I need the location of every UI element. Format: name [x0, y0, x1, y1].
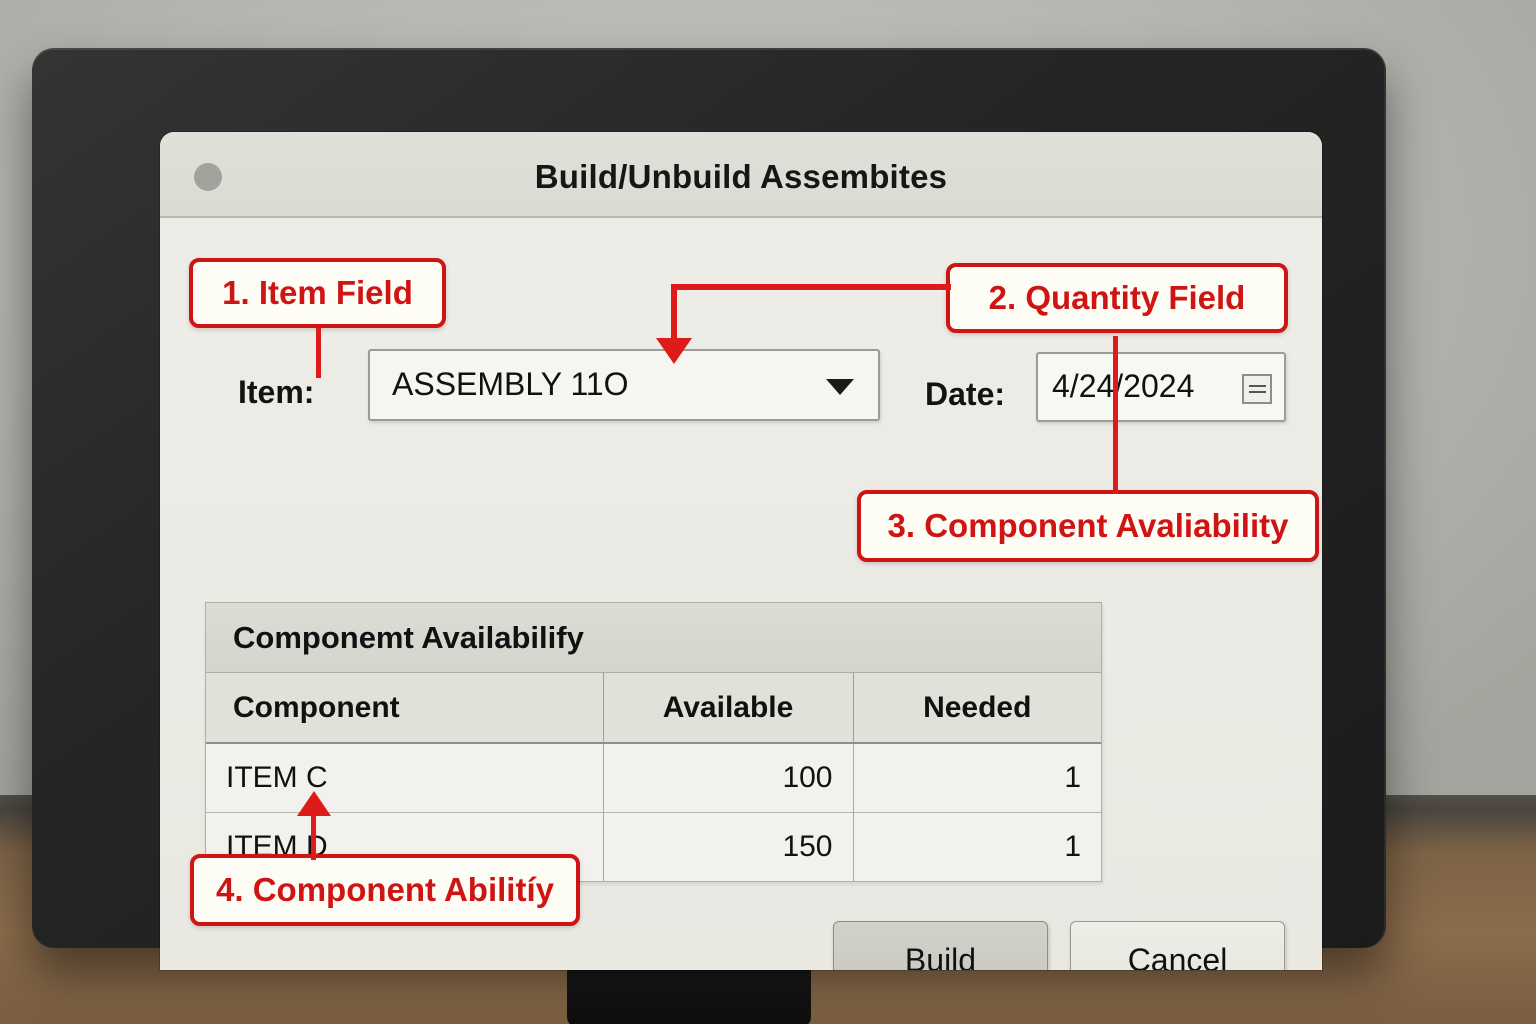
cell-needed: 1	[853, 812, 1101, 881]
date-field-label: Date:	[925, 376, 1006, 412]
cell-component: ITEM C	[206, 743, 604, 813]
build-unbuild-assemblies-dialog: Build/Unbuild Assembites Item: ASSEMBLY …	[160, 132, 1322, 970]
column-header-component: Component	[206, 673, 604, 744]
item-combobox[interactable]: ASSEMBLY 11O	[368, 349, 880, 421]
dialog-title: Build/Unbuild Assembites	[534, 158, 948, 195]
calendar-picker-icon[interactable]	[1242, 374, 1272, 404]
build-button[interactable]: Build	[833, 921, 1048, 970]
component-availability-table: Component Available Needed ITEM C 100 1	[206, 673, 1101, 881]
table-row[interactable]: ITEM D 150 1	[206, 812, 1101, 881]
cell-available: 100	[603, 743, 854, 813]
date-input[interactable]: 4/24/2024	[1036, 352, 1286, 422]
item-combobox-value: ASSEMBLY 11O	[392, 366, 629, 402]
component-availability-panel: Componemt Availabilify Component Availab…	[205, 602, 1102, 882]
window-control-dot[interactable]	[194, 163, 222, 191]
component-availability-title: Componemt Availabilify	[233, 619, 584, 655]
cancel-button[interactable]: Cancel	[1070, 921, 1285, 970]
dialog-body: Item: ASSEMBLY 11O Date: 4/24/2024 Compo…	[160, 218, 1322, 970]
date-input-value: 4/24/2024	[1052, 368, 1195, 404]
column-header-needed: Needed	[853, 673, 1101, 744]
component-availability-header: Componemt Availabilify	[206, 603, 1101, 673]
dialog-titlebar: Build/Unbuild Assembites	[160, 132, 1322, 218]
chevron-down-icon[interactable]	[826, 379, 854, 395]
table-row[interactable]: ITEM C 100 1	[206, 743, 1101, 813]
item-field-label: Item:	[238, 374, 315, 410]
cell-needed: 1	[853, 743, 1101, 813]
cell-available: 150	[603, 812, 854, 881]
column-header-available: Available	[603, 673, 854, 744]
monitor-bezel: Build/Unbuild Assembites Item: ASSEMBLY …	[32, 48, 1386, 970]
table-header-row: Component Available Needed	[206, 673, 1101, 744]
cell-component: ITEM D	[206, 812, 604, 881]
